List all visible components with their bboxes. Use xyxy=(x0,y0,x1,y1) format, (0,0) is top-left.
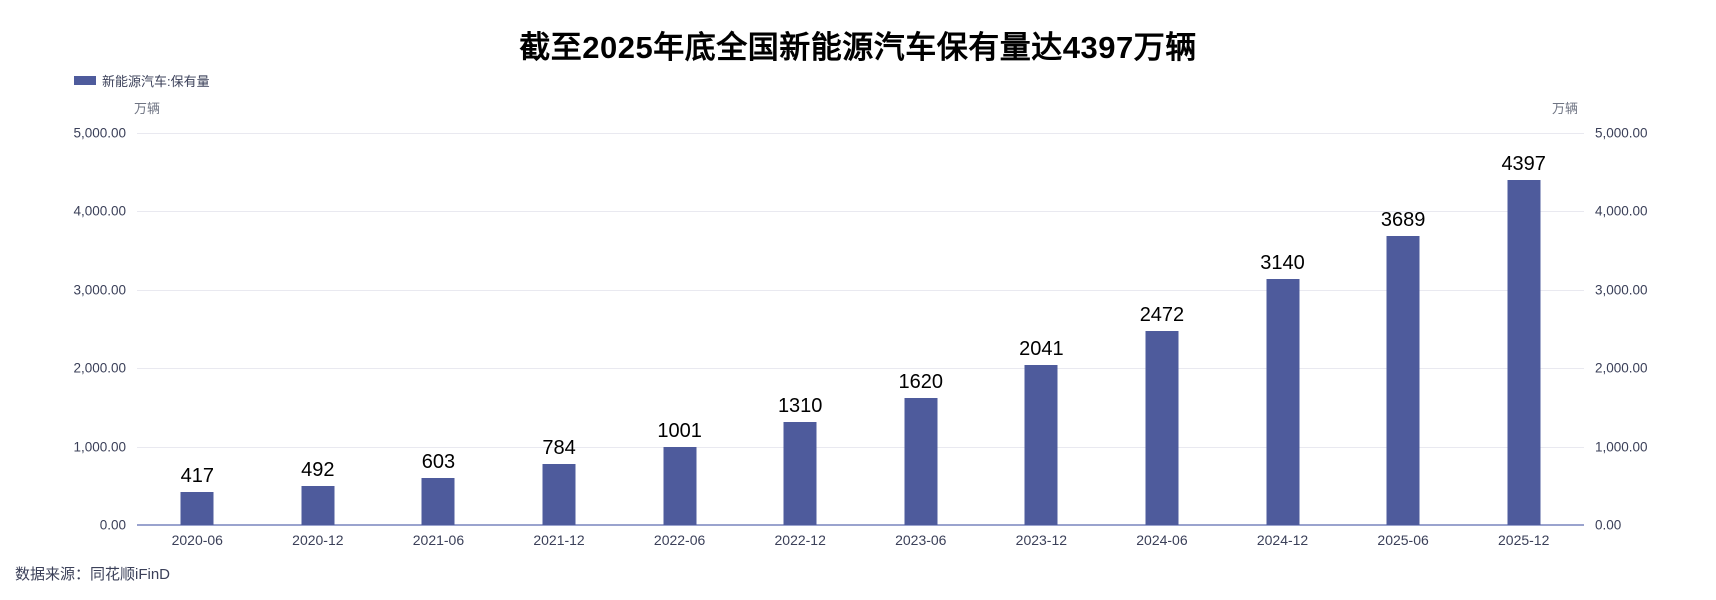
bar-2024-12[interactable] xyxy=(1266,278,1300,525)
data-source: 数据来源：同花顺iFinD xyxy=(15,566,171,583)
y-axis-tick-label-left: 2,000.00 xyxy=(73,360,126,376)
bar-group: 1620 2023-06 xyxy=(861,133,982,548)
x-axis-label: 2024-12 xyxy=(1256,532,1309,548)
bar-value-label: 1310 xyxy=(777,395,823,418)
bar-group: 3140 2024-12 xyxy=(1222,133,1343,548)
x-axis-label: 2021-12 xyxy=(533,532,585,548)
y-axis-tick-label-left: 3,000.00 xyxy=(73,282,126,298)
bar-value-label: 784 xyxy=(542,436,576,459)
bar-value-label: 3140 xyxy=(1260,251,1305,274)
bar-value-label: 417 xyxy=(180,465,214,488)
bar-group: 1310 2022-12 xyxy=(740,133,861,548)
bar-group: 603 2021-06 xyxy=(378,133,499,548)
x-axis-label: 2022-06 xyxy=(653,532,706,548)
legend-label: 新能源汽车:保有量 xyxy=(102,74,210,89)
y-axis-tick-label-left: 5,000.00 xyxy=(73,125,126,141)
bar-2025-06[interactable] xyxy=(1386,235,1420,525)
x-axis-label: 2020-06 xyxy=(171,532,223,548)
x-axis-line xyxy=(137,524,1584,526)
x-axis-label: 2022-12 xyxy=(774,532,826,548)
x-axis-label: 2021-06 xyxy=(412,532,465,548)
bar-group: 3689 2025-06 xyxy=(1343,133,1464,548)
y-axis-tick-label-right: 1,000.00 xyxy=(1595,439,1648,455)
bar-group: 4397 2025-12 xyxy=(1463,133,1584,548)
y-axis-tick-label-right: 2,000.00 xyxy=(1595,360,1648,376)
y-axis-unit-right: 万辆 xyxy=(1552,101,1579,116)
gridline xyxy=(137,368,1584,370)
bar-2022-12[interactable] xyxy=(783,422,817,525)
x-axis-label: 2023-12 xyxy=(1015,532,1068,548)
bar-2023-12[interactable] xyxy=(1024,365,1058,525)
y-axis-tick-label-left: 4,000.00 xyxy=(73,203,126,219)
bar-2025-12[interactable] xyxy=(1507,180,1541,525)
bar-2021-12[interactable] xyxy=(542,463,576,525)
bar-2023-06[interactable] xyxy=(904,398,938,525)
y-axis-unit-left: 万辆 xyxy=(134,101,161,116)
x-axis-label: 2025-06 xyxy=(1377,532,1429,548)
x-axis-label: 2025-12 xyxy=(1497,532,1550,548)
gridline xyxy=(137,133,1584,134)
y-axis-tick-label-right: 5,000.00 xyxy=(1595,125,1648,141)
bar-value-label: 3689 xyxy=(1380,208,1426,231)
bar-group: 2041 2023-12 xyxy=(981,133,1102,548)
legend-swatch-icon xyxy=(74,76,96,85)
gridline xyxy=(137,289,1584,291)
y-axis-tick-label-right: 3,000.00 xyxy=(1595,282,1648,298)
chart-title: 截至2025年底全国新能源汽车保有量达4397万辆 xyxy=(519,30,1197,65)
bar-2020-12[interactable] xyxy=(301,486,335,525)
y-axis-tick-label-left: 1,000.00 xyxy=(73,439,126,455)
bar-2022-06[interactable] xyxy=(663,446,697,525)
bar-2021-06[interactable] xyxy=(421,477,455,525)
bar-group: 492 2020-12 xyxy=(258,133,379,548)
bar-group: 2472 2024-06 xyxy=(1102,133,1223,548)
x-axis-label: 2023-06 xyxy=(895,532,947,548)
bar-value-label: 4397 xyxy=(1501,153,1546,176)
bar-group: 417 2020-06 xyxy=(137,133,258,548)
plot-area: 0.00 0.00 1,000.00 1,000.00 2,000.00 2,000.00… xyxy=(73,126,1647,549)
gridline xyxy=(137,446,1584,448)
bar-group: 784 2021-12 xyxy=(499,133,620,548)
x-axis-label: 2020-12 xyxy=(292,532,344,548)
bar-value-label: 1620 xyxy=(898,371,944,393)
bar-group: 1001 2022-06 xyxy=(619,133,740,548)
bar-value-label: 492 xyxy=(301,459,335,482)
y-axis-tick-label-right: 0.00 xyxy=(1595,517,1622,533)
bar-value-label: 2472 xyxy=(1139,304,1185,327)
bar-2020-06[interactable] xyxy=(180,492,214,525)
legend-item[interactable]: 新能源汽车:保有量 xyxy=(74,71,210,90)
bar-2024-06[interactable] xyxy=(1145,331,1179,525)
y-axis-tick-label-left: 0.00 xyxy=(99,517,126,533)
bar-value-label: 603 xyxy=(421,450,456,473)
bar-value-label: 1001 xyxy=(657,419,702,442)
bar-value-label: 2041 xyxy=(1019,338,1064,360)
y-axis-tick-label-right: 4,000.00 xyxy=(1595,203,1648,219)
gridline xyxy=(137,211,1584,213)
x-axis-label: 2024-06 xyxy=(1136,532,1188,548)
